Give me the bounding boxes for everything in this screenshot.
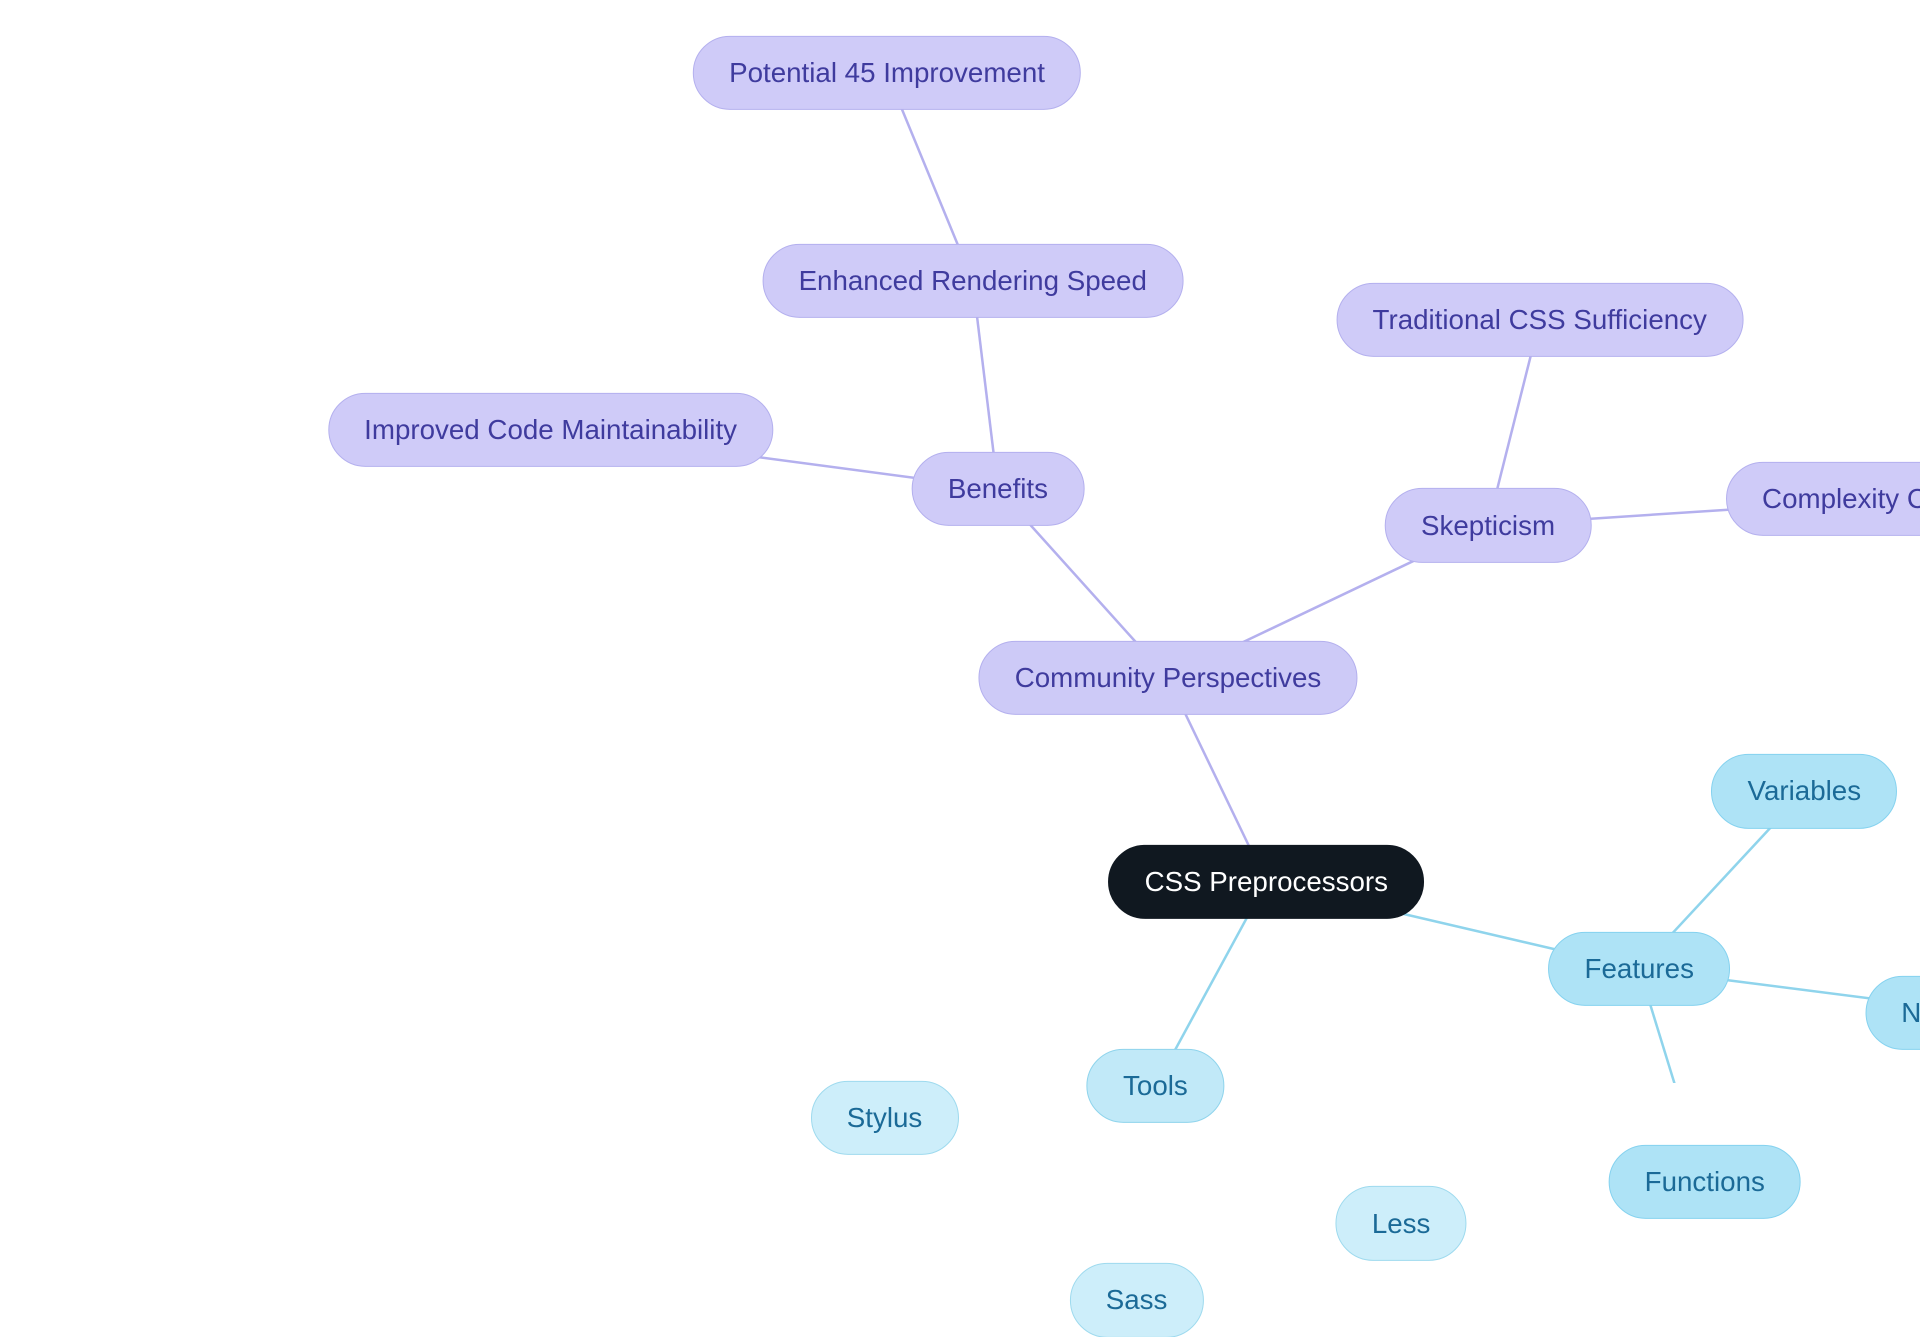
node-variables: Variables [1711, 754, 1897, 828]
node-rendering: Enhanced Rendering Speed [762, 244, 1183, 318]
edges-layer [0, 0, 1920, 1083]
node-maintain: Improved Code Maintainability [328, 393, 773, 467]
node-benefits: Benefits [912, 452, 1085, 526]
node-potential: Potential 45 Improvement [693, 36, 1081, 110]
node-tradcss: Traditional CSS Sufficiency [1336, 283, 1743, 357]
node-stylus: Stylus [811, 1080, 959, 1154]
node-root: CSS Preprocessors [1108, 845, 1424, 919]
node-complexity: Complexity Concerns [1726, 462, 1920, 536]
node-skepticism: Skepticism [1385, 488, 1592, 562]
mindmap-canvas: CSS Preprocessors Community Perspectives B… [0, 0, 1920, 1083]
node-tools: Tools [1087, 1049, 1224, 1123]
node-functions: Functions [1608, 1145, 1801, 1219]
node-features: Features [1548, 932, 1730, 1006]
node-less: Less [1336, 1186, 1467, 1260]
node-sass: Sass [1069, 1263, 1203, 1337]
node-community: Community Perspectives [978, 641, 1357, 715]
